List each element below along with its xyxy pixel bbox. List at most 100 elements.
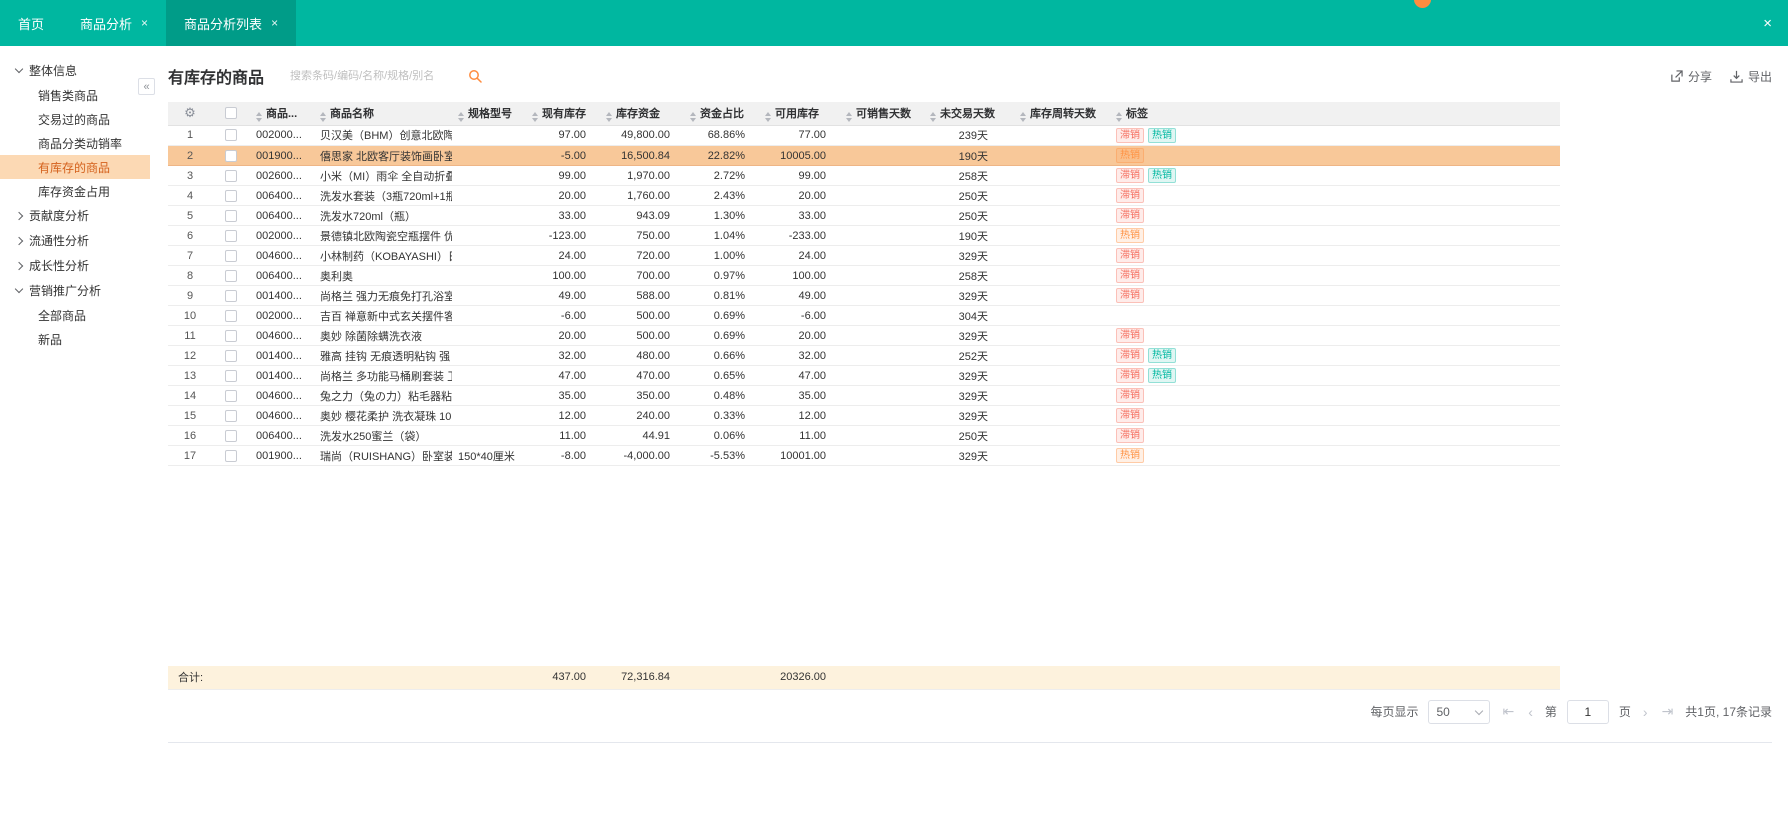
search-icon[interactable] [468, 69, 482, 83]
table-row[interactable]: 13 001400... 尚格兰 多功能马桶刷套装 卫 47.00 470.00 0.65… [168, 365, 1560, 386]
row-checkbox[interactable] [225, 269, 237, 282]
sidebar-group-营销推广分析[interactable]: 营销推广分析 [0, 278, 150, 303]
sidebar-item-商品分类动销率[interactable]: 商品分类动销率 [38, 136, 123, 151]
column-header-现有库存[interactable]: 现有库存 [526, 102, 600, 126]
current-stock: 97.00 [526, 125, 600, 146]
sidebar-item-交易过的商品[interactable]: 交易过的商品 [38, 112, 111, 127]
table-row[interactable]: 7 004600... 小林制药（KOBAYASHI）日 24.00 720.00 1.0… [168, 245, 1560, 266]
row-checkbox[interactable] [225, 249, 237, 262]
table-rows: 1 002000... 贝汉美（BHM）创意北欧陶瓷 97.00 49,800.00 68… [168, 125, 1560, 466]
row-checkbox[interactable] [225, 209, 237, 222]
column-header-规格型号[interactable]: 规格型号 [452, 102, 526, 126]
row-checkbox[interactable] [225, 409, 237, 422]
column-header-库存资金[interactable]: 库存资金 [600, 102, 684, 126]
row-checkbox[interactable] [225, 149, 237, 162]
product-name: 尚格兰 多功能马桶刷套装 卫 [314, 365, 452, 386]
row-checkbox[interactable] [225, 389, 237, 402]
sidebar-group-整体信息[interactable]: 整体信息 [0, 58, 150, 83]
topbar-close-icon[interactable]: × [1763, 14, 1772, 32]
sort-icon[interactable] [1020, 111, 1026, 122]
table-row[interactable]: 1 002000... 贝汉美（BHM）创意北欧陶瓷 97.00 49,800.00 68… [168, 125, 1560, 146]
row-checkbox[interactable] [225, 309, 237, 322]
tab-商品分析[interactable]: 商品分析 × [62, 0, 166, 46]
row-checkbox[interactable] [225, 189, 237, 202]
tab-首页[interactable]: 首页 [0, 0, 62, 46]
sort-icon[interactable] [458, 111, 464, 122]
sort-icon[interactable] [846, 111, 852, 122]
table-row[interactable]: 16 006400... 洗发水250蜜兰（袋） 11.00 44.91 0.06% 11.… [168, 425, 1560, 446]
table-row[interactable]: 11 004600... 奥妙 除菌除螨洗衣液 20.00 500.00 0.69% 20.… [168, 325, 1560, 346]
capital-ratio: 1.00% [684, 245, 759, 266]
tab-商品分析列表[interactable]: 商品分析列表 × [166, 0, 297, 46]
sort-icon[interactable] [930, 111, 936, 122]
table-row[interactable]: 14 004600... 兔之力（兔の力）粘毛器粘 35.00 350.00 0.48% 3… [168, 385, 1560, 406]
row-checkbox[interactable] [225, 349, 237, 362]
column-header-商品...[interactable]: 商品... [250, 102, 314, 126]
tab-close-icon[interactable]: × [271, 16, 279, 30]
table-row[interactable]: 4 006400... 洗发水套装（3瓶720ml+1瓶 20.00 1,760.00 2… [168, 185, 1560, 206]
no-trade-days: 329天 [924, 245, 1014, 266]
row-checkbox[interactable] [225, 129, 237, 142]
sort-icon[interactable] [320, 111, 326, 122]
row-checkbox[interactable] [225, 329, 237, 342]
row-checkbox[interactable] [225, 429, 237, 442]
export-button[interactable]: 导出 [1730, 68, 1772, 85]
column-header-资金占比[interactable]: 资金占比 [684, 102, 759, 126]
column-header-未交易天数[interactable]: 未交易天数 [924, 102, 1014, 126]
row-checkbox[interactable] [225, 369, 237, 382]
group-label: 流通性分析 [29, 234, 90, 248]
tag-滞销: 滞销 [1116, 348, 1144, 363]
first-page-button[interactable]: ⇤ [1502, 703, 1515, 719]
column-header-标签[interactable]: 标签 [1110, 102, 1190, 126]
column-header-商品名称[interactable]: 商品名称 [314, 102, 452, 126]
page-number-input[interactable] [1566, 699, 1609, 724]
main-content: 有库存的商品 分享 [150, 46, 1788, 836]
next-page-button[interactable]: › [1642, 703, 1648, 720]
no-trade-days: 250天 [924, 205, 1014, 226]
sort-icon[interactable] [256, 111, 262, 122]
table-row[interactable]: 2 001900... 僖思家 北欧客厅装饰画卧室 -5.00 16,500.84 22.… [168, 145, 1560, 166]
table-row[interactable]: 17 001900... 瑞尚（RUISHANG）卧室装 150*40厘米 -8.00-… [168, 445, 1560, 466]
sidebar-group-流通性分析[interactable]: 流通性分析 [0, 228, 150, 253]
row-checkbox[interactable] [225, 449, 237, 462]
sidebar-item-有库存的商品[interactable]: 有库存的商品 [0, 155, 150, 179]
column-header-库存周转天数[interactable]: 库存周转天数 [1014, 102, 1110, 126]
table-row[interactable]: 10 002000... 吉百 禅意新中式玄关摆件客 -6.00 500.00 0.69%… [168, 305, 1560, 326]
inventory-capital: 500.00 [600, 305, 684, 326]
row-checkbox-cell [212, 385, 250, 406]
tab-close-icon[interactable]: × [141, 16, 149, 30]
sort-icon[interactable] [765, 111, 771, 122]
sidebar-group-贡献度分析[interactable]: 贡献度分析 [0, 203, 150, 228]
sort-icon[interactable] [1116, 111, 1122, 122]
prev-page-button[interactable]: ‹ [1528, 703, 1533, 720]
table-row[interactable]: 3 002600... 小米（MI）雨伞 全自动折叠 99.00 1,970.00 2.7… [168, 165, 1560, 186]
share-button[interactable]: 分享 [1670, 68, 1712, 85]
sort-icon[interactable] [690, 111, 696, 122]
table-row[interactable]: 6 002000... 景德镇北欧陶瓷空瓶摆件 优 -123.00 750.00 1.04… [168, 225, 1560, 246]
search-input[interactable] [290, 70, 465, 82]
sort-icon[interactable] [532, 111, 538, 122]
sidebar-item-库存资金占用[interactable]: 库存资金占用 [38, 184, 111, 199]
table-row[interactable]: 15 004600... 奥妙 樱花柔护 洗衣凝珠 10 12.00 240.00 0.3… [168, 405, 1560, 426]
table-row[interactable]: 12 001400... 雅高 挂钩 无痕透明粘钩 强 32.00 480.00 0.66… [168, 345, 1560, 366]
select-all-checkbox[interactable] [225, 107, 237, 120]
sidebar-item-销售类商品[interactable]: 销售类商品 [38, 88, 99, 103]
sort-icon[interactable] [606, 111, 612, 122]
sidebar-item-新品[interactable]: 新品 [38, 332, 63, 347]
table-row[interactable]: 5 006400... 洗发水720ml（瓶） 33.00 943.09 1.30% 33.… [168, 205, 1560, 226]
table-row[interactable]: 8 006400... 奥利奥 100.00 700.00 0.97% 100.00 258天… [168, 265, 1560, 286]
row-checkbox[interactable] [225, 289, 237, 302]
column-header-可用库存[interactable]: 可用库存 [759, 102, 840, 126]
row-checkbox[interactable] [225, 169, 237, 182]
column-settings-gear-icon[interactable]: ⚙ [184, 105, 196, 121]
inventory-capital: 700.00 [600, 265, 684, 286]
table-row[interactable]: 9 001400... 尚格兰 强力无痕免打孔浴室 49.00 588.00 0.81% 4… [168, 285, 1560, 306]
column-header-可销售天数[interactable]: 可销售天数 [840, 102, 924, 126]
sidebar-collapse-button[interactable]: « [138, 78, 155, 95]
page-size-select[interactable]: 50 [1428, 699, 1491, 724]
row-checkbox[interactable] [225, 229, 237, 242]
page-size-value: 50 [1436, 704, 1450, 719]
sidebar-item-全部商品[interactable]: 全部商品 [38, 308, 87, 323]
sidebar-group-成长性分析[interactable]: 成长性分析 [0, 253, 150, 278]
last-page-button[interactable]: ⇥ [1661, 703, 1674, 719]
